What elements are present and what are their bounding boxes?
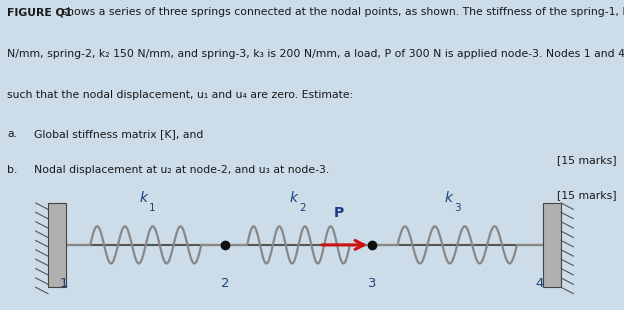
Text: 1: 1 bbox=[59, 277, 67, 290]
Text: 2: 2 bbox=[299, 203, 305, 213]
Text: 3: 3 bbox=[368, 277, 376, 290]
Bar bbox=[543, 203, 560, 287]
Text: 1: 1 bbox=[149, 203, 155, 213]
Bar bbox=[49, 203, 66, 287]
Text: k: k bbox=[139, 191, 147, 205]
Text: N/mm, spring-2, k₂ 150 N/mm, and spring-3, k₃ is 200 N/mm, a load, P of 300 N is: N/mm, spring-2, k₂ 150 N/mm, and spring-… bbox=[7, 49, 624, 59]
Text: [15 marks]: [15 marks] bbox=[557, 191, 617, 201]
Text: [15 marks]: [15 marks] bbox=[557, 155, 617, 165]
Text: k: k bbox=[445, 191, 453, 205]
Text: Nodal displacement at u₂ at node-2, and u₃ at node-3.: Nodal displacement at u₂ at node-2, and … bbox=[34, 166, 329, 175]
Text: 4: 4 bbox=[535, 277, 544, 290]
Text: b.: b. bbox=[7, 166, 18, 175]
Text: a.: a. bbox=[7, 130, 17, 140]
Text: such that the nodal displacement, u₁ and u₄ are zero. Estimate:: such that the nodal displacement, u₁ and… bbox=[7, 90, 354, 100]
Text: k: k bbox=[289, 191, 297, 205]
Text: P: P bbox=[334, 206, 344, 220]
Text: Global stiffness matrix [K], and: Global stiffness matrix [K], and bbox=[34, 130, 203, 140]
Text: 3: 3 bbox=[454, 203, 461, 213]
Text: FIGURE Q1: FIGURE Q1 bbox=[7, 7, 72, 17]
Text: 2: 2 bbox=[221, 277, 230, 290]
Text: shows a series of three springs connected at the nodal points, as shown. The sti: shows a series of three springs connecte… bbox=[58, 7, 624, 17]
